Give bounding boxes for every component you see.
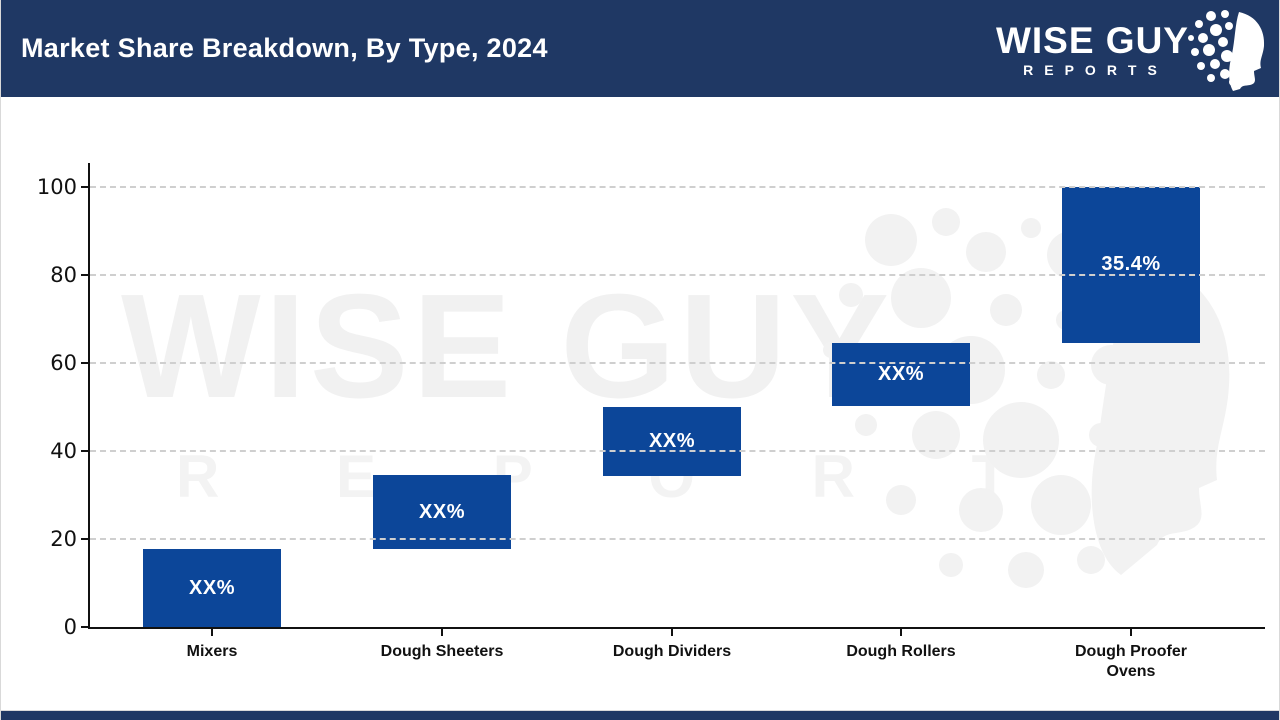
x-category-label-1: Dough Sheeters — [380, 643, 504, 660]
bar-dough-rollers: XX% — [832, 342, 970, 407]
y-tick-mark-100 — [81, 186, 89, 188]
bar-mixers: XX% — [143, 549, 281, 627]
y-axis-line — [88, 163, 90, 629]
gridline-100 — [90, 186, 1265, 188]
x-category-label-4: Dough Proofer Ovens — [1075, 643, 1187, 680]
page-title: Market Share Breakdown, By Type, 2024 — [21, 33, 548, 63]
y-tick-label-20: 20 — [50, 527, 77, 551]
gridline-20 — [90, 538, 1265, 540]
bar-value-label: XX% — [189, 576, 235, 599]
y-tick-mark-20 — [81, 538, 89, 540]
y-tick-mark-40 — [81, 450, 89, 452]
bar-dough-dividers: XX% — [603, 407, 741, 476]
bar-value-label: XX% — [419, 500, 465, 523]
x-category-label-3: Dough Rollers — [846, 643, 956, 660]
y-tick-mark-60 — [81, 362, 89, 364]
bar-value-label: XX% — [878, 362, 924, 385]
logo-text: WISE GUY REPORTS — [996, 22, 1189, 79]
bar-value-label: 35.4% — [1101, 253, 1161, 276]
x-axis-line — [88, 627, 1265, 629]
logo-wise-guy: WISE GUY — [995, 20, 1189, 61]
x-category-label-0: Mixers — [186, 643, 238, 660]
x-tick-mark-0 — [211, 629, 213, 636]
x-category-label-2: Dough Dividers — [612, 643, 732, 660]
y-tick-label-80: 80 — [50, 263, 77, 287]
x-tick-mark-1 — [441, 629, 443, 636]
y-tick-mark-0 — [81, 626, 89, 628]
logo-head-icon — [1188, 10, 1265, 91]
x-tick-mark-4 — [1130, 629, 1132, 636]
footer-bar — [1, 710, 1279, 720]
y-tick-label-0: 0 — [63, 615, 77, 639]
x-tick-mark-3 — [900, 629, 902, 636]
y-tick-label-60: 60 — [50, 351, 77, 375]
y-tick-mark-80 — [81, 274, 89, 276]
gridline-60 — [90, 362, 1265, 364]
y-tick-label-40: 40 — [50, 439, 77, 463]
y-tick-label-100: 100 — [36, 175, 77, 199]
logo-reports: REPORTS — [1023, 62, 1168, 78]
watermark-wise-guy: WISE GUY — [121, 264, 894, 429]
header-bar: Market Share Breakdown, By Type, 2024 WI… — [1, 0, 1279, 97]
bar-dough-proofer-ovens: 35.4% — [1062, 187, 1200, 343]
bar-dough-sheeters: XX% — [373, 475, 511, 550]
x-tick-mark-2 — [671, 629, 673, 636]
wise-guy-reports-logo: WISE GUY REPORTS — [996, 6, 1267, 92]
bar-value-label: XX% — [649, 430, 695, 453]
gridline-40 — [90, 450, 1265, 452]
gridline-80 — [90, 274, 1265, 276]
